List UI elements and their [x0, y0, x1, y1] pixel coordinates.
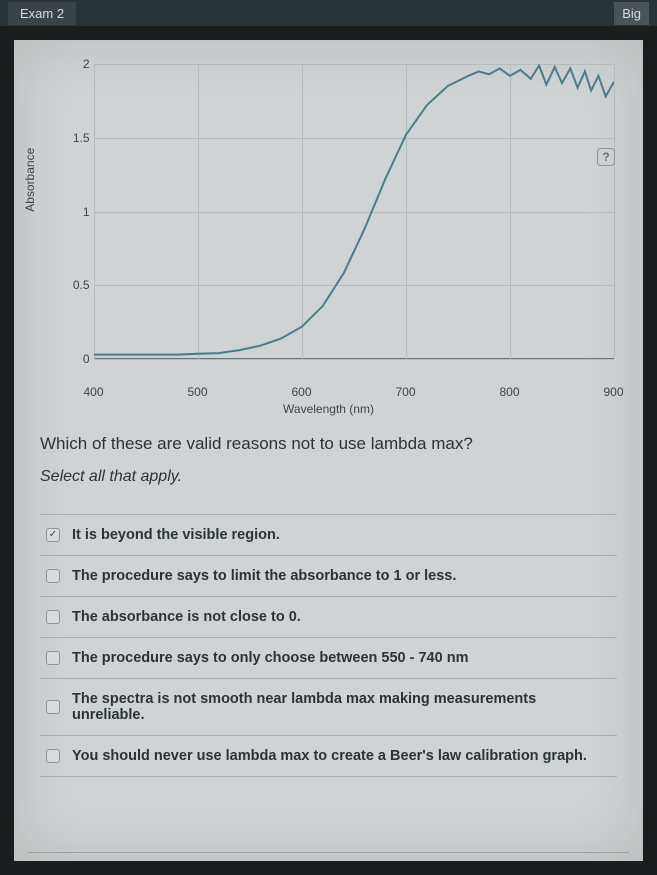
x-tick-label: 700 — [395, 385, 415, 399]
grid-line-h — [94, 359, 614, 360]
plot-box — [94, 64, 614, 359]
y-tick-label: 0 — [66, 352, 90, 366]
checkbox-icon[interactable] — [46, 700, 60, 714]
x-tick-label: 600 — [291, 385, 311, 399]
checkbox-icon[interactable] — [46, 651, 60, 665]
absorbance-chart: Absorbance Wavelength (nm) 00.511.524005… — [34, 54, 624, 394]
question-instruction: Select all that apply. — [40, 468, 617, 486]
y-tick-label: 1.5 — [66, 131, 90, 145]
option-row[interactable]: The absorbance is not close to 0. — [40, 597, 617, 638]
option-text: The procedure says to only choose betwee… — [72, 650, 468, 666]
checkbox-icon[interactable] — [46, 610, 60, 624]
grid-line-v — [614, 64, 615, 359]
x-tick-label: 900 — [603, 385, 623, 399]
option-row[interactable]: The procedure says to limit the absorban… — [40, 556, 617, 597]
checkbox-icon[interactable] — [46, 569, 60, 583]
top-bar: Exam 2 Big — [0, 0, 657, 26]
question-text: Which of these are valid reasons not to … — [40, 434, 617, 454]
option-text: The procedure says to limit the absorban… — [72, 568, 456, 584]
checkbox-icon[interactable] — [46, 749, 60, 763]
x-tick-label: 400 — [83, 385, 103, 399]
checkbox-icon[interactable] — [46, 528, 60, 542]
help-icon[interactable]: ? — [597, 148, 615, 166]
y-tick-label: 0.5 — [66, 278, 90, 292]
y-axis-label: Absorbance — [23, 148, 37, 212]
paper: Absorbance Wavelength (nm) 0 0.5 1 1.5 2 400 5… — [14, 40, 643, 861]
right-tab[interactable]: Big — [614, 2, 649, 25]
page-wrap: Absorbance Wavelength (nm) 0 0.5 1 1.5 2 400 5… — [0, 26, 657, 875]
x-tick-label: 500 — [187, 385, 207, 399]
option-row[interactable]: You should never use lambda max to creat… — [40, 736, 617, 777]
option-row[interactable]: It is beyond the visible region. — [40, 514, 617, 556]
option-text: It is beyond the visible region. — [72, 527, 280, 543]
option-row[interactable]: The procedure says to only choose betwee… — [40, 638, 617, 679]
options-list: It is beyond the visible region. The proc… — [40, 514, 617, 777]
y-tick-label: 2 — [66, 57, 90, 71]
exam-tab[interactable]: Exam 2 — [8, 2, 76, 25]
option-text: The spectra is not smooth near lambda ma… — [72, 691, 611, 723]
option-text: The absorbance is not close to 0. — [72, 609, 301, 625]
question-block: Which of these are valid reasons not to … — [28, 434, 629, 777]
data-line — [94, 64, 614, 359]
option-text: You should never use lambda max to creat… — [72, 748, 587, 764]
x-tick-label: 800 — [499, 385, 519, 399]
option-row[interactable]: The spectra is not smooth near lambda ma… — [40, 679, 617, 736]
y-tick-label: 1 — [66, 205, 90, 219]
x-axis-label: Wavelength (nm) — [283, 402, 374, 416]
bottom-divider — [28, 852, 629, 853]
